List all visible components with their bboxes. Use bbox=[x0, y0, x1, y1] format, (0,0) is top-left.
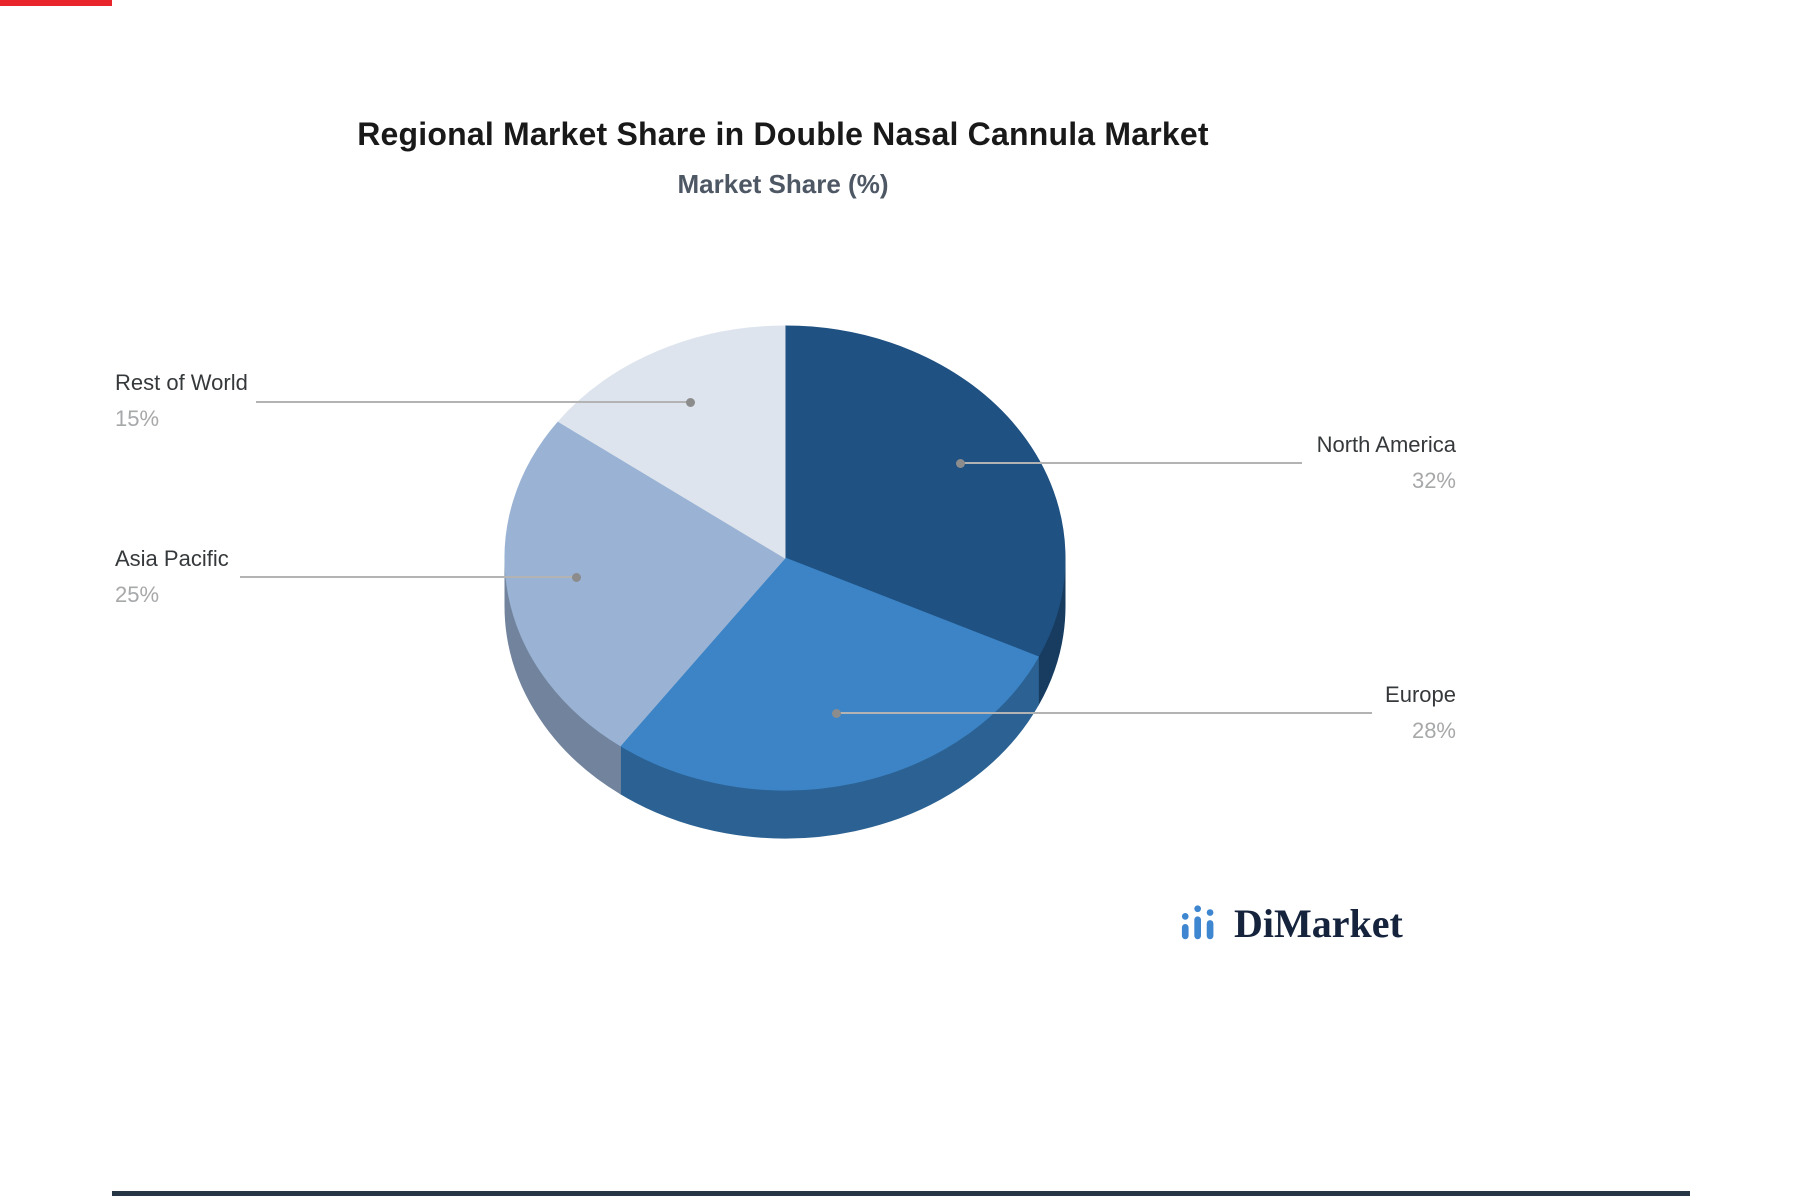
pie-slice-rest-of-world[interactable] bbox=[557, 325, 786, 559]
slice-label-rest-of-world: Rest of World bbox=[115, 370, 248, 395]
chart-subtitle: Market Share (%) bbox=[677, 169, 889, 199]
slice-label-north-america: North America bbox=[1316, 432, 1456, 457]
frame-accent-bottom bbox=[112, 1191, 1690, 1196]
leader-line-rest-of-world bbox=[256, 401, 690, 403]
frame-accent-top bbox=[0, 0, 112, 6]
leader-dot-asia-pacific bbox=[572, 573, 581, 582]
leader-line-europe bbox=[836, 712, 1372, 714]
pie-slice-asia-pacific[interactable] bbox=[504, 421, 786, 747]
slice-value-asia-pacific: 25% bbox=[115, 582, 160, 607]
brand-name: DiMarket bbox=[1234, 901, 1403, 946]
leader-dot-europe bbox=[832, 709, 841, 718]
chart-header: Regional Market Share in Double Nasal Ca… bbox=[0, 116, 1566, 200]
leader-dot-rest-of-world bbox=[686, 398, 695, 407]
leader-line-asia-pacific bbox=[240, 576, 576, 578]
pie-slice-europe[interactable] bbox=[619, 557, 1039, 791]
leader-line-north-america bbox=[960, 462, 1302, 464]
slice-label-asia-pacific: Asia Pacific bbox=[115, 546, 229, 571]
slice-value-europe: 28% bbox=[1411, 718, 1456, 743]
slice-label-europe: Europe bbox=[1385, 682, 1456, 707]
slice-value-north-america: 32% bbox=[1411, 468, 1456, 493]
bar-chart-icon bbox=[1181, 905, 1214, 940]
leader-dot-north-america bbox=[956, 459, 965, 468]
slice-value-rest-of-world: 15% bbox=[115, 406, 160, 431]
pie-slice-north-america[interactable] bbox=[784, 325, 1066, 658]
chart-title: Regional Market Share in Double Nasal Ca… bbox=[357, 116, 1209, 152]
brand-logo: DiMarket bbox=[1180, 902, 1403, 946]
